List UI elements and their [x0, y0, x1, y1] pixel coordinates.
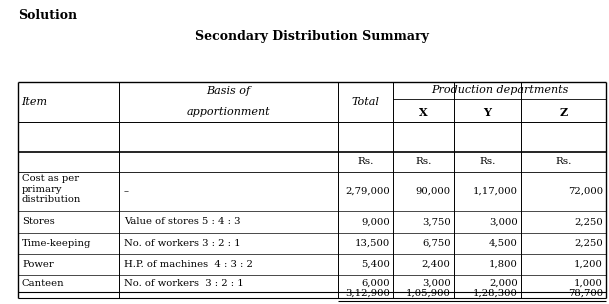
Text: 1,800: 1,800 — [489, 260, 518, 269]
Text: 1,28,300: 1,28,300 — [473, 289, 518, 298]
Text: –: – — [124, 187, 128, 196]
Text: Time-keeping: Time-keeping — [22, 239, 91, 248]
Text: Solution: Solution — [18, 9, 77, 22]
Text: 6,750: 6,750 — [422, 239, 451, 248]
Text: 6,000: 6,000 — [361, 279, 390, 288]
Text: 72,000: 72,000 — [568, 187, 603, 196]
Text: Cost as per
primary
distribution: Cost as per primary distribution — [22, 174, 81, 204]
Text: 3,000: 3,000 — [489, 217, 518, 226]
Text: Basis of: Basis of — [206, 86, 250, 96]
Text: No. of workers  3 : 2 : 1: No. of workers 3 : 2 : 1 — [124, 279, 244, 288]
Text: 2,000: 2,000 — [489, 279, 518, 288]
Text: 3,000: 3,000 — [422, 279, 451, 288]
Text: Item: Item — [21, 97, 48, 107]
Text: Power: Power — [22, 260, 54, 269]
Text: 1,000: 1,000 — [574, 279, 603, 288]
Text: Stores: Stores — [22, 217, 55, 226]
Text: Production departments: Production departments — [431, 85, 568, 95]
Text: 4,500: 4,500 — [489, 239, 518, 248]
Text: 2,250: 2,250 — [574, 239, 603, 248]
Text: 90,000: 90,000 — [415, 187, 451, 196]
Text: 1,17,000: 1,17,000 — [473, 187, 518, 196]
Text: Rs.: Rs. — [415, 157, 431, 166]
Text: 2,400: 2,400 — [422, 260, 451, 269]
Text: Rs.: Rs. — [555, 157, 571, 166]
Text: Value of stores 5 : 4 : 3: Value of stores 5 : 4 : 3 — [124, 217, 240, 226]
Text: 2,79,000: 2,79,000 — [345, 187, 390, 196]
Text: Secondary Distribution Summary: Secondary Distribution Summary — [195, 30, 429, 43]
Text: Rs.: Rs. — [357, 157, 373, 166]
Text: 78,700: 78,700 — [568, 289, 603, 298]
Text: 5,400: 5,400 — [361, 260, 390, 269]
Text: Canteen: Canteen — [22, 279, 65, 288]
Text: 1,05,900: 1,05,900 — [406, 289, 451, 298]
Text: apportionment: apportionment — [186, 108, 270, 117]
Text: Z: Z — [559, 107, 568, 118]
Text: 2,250: 2,250 — [574, 217, 603, 226]
Text: Total: Total — [351, 97, 379, 107]
Text: No. of workers 3 : 2 : 1: No. of workers 3 : 2 : 1 — [124, 239, 241, 248]
Text: 3,12,900: 3,12,900 — [345, 289, 390, 298]
Text: 13,500: 13,500 — [354, 239, 390, 248]
Text: 3,750: 3,750 — [422, 217, 451, 226]
Text: H.P. of machines  4 : 3 : 2: H.P. of machines 4 : 3 : 2 — [124, 260, 253, 269]
Text: 1,200: 1,200 — [574, 260, 603, 269]
Text: Rs.: Rs. — [479, 157, 495, 166]
Text: 9,000: 9,000 — [361, 217, 390, 226]
Text: X: X — [419, 107, 428, 118]
Text: Y: Y — [483, 107, 491, 118]
